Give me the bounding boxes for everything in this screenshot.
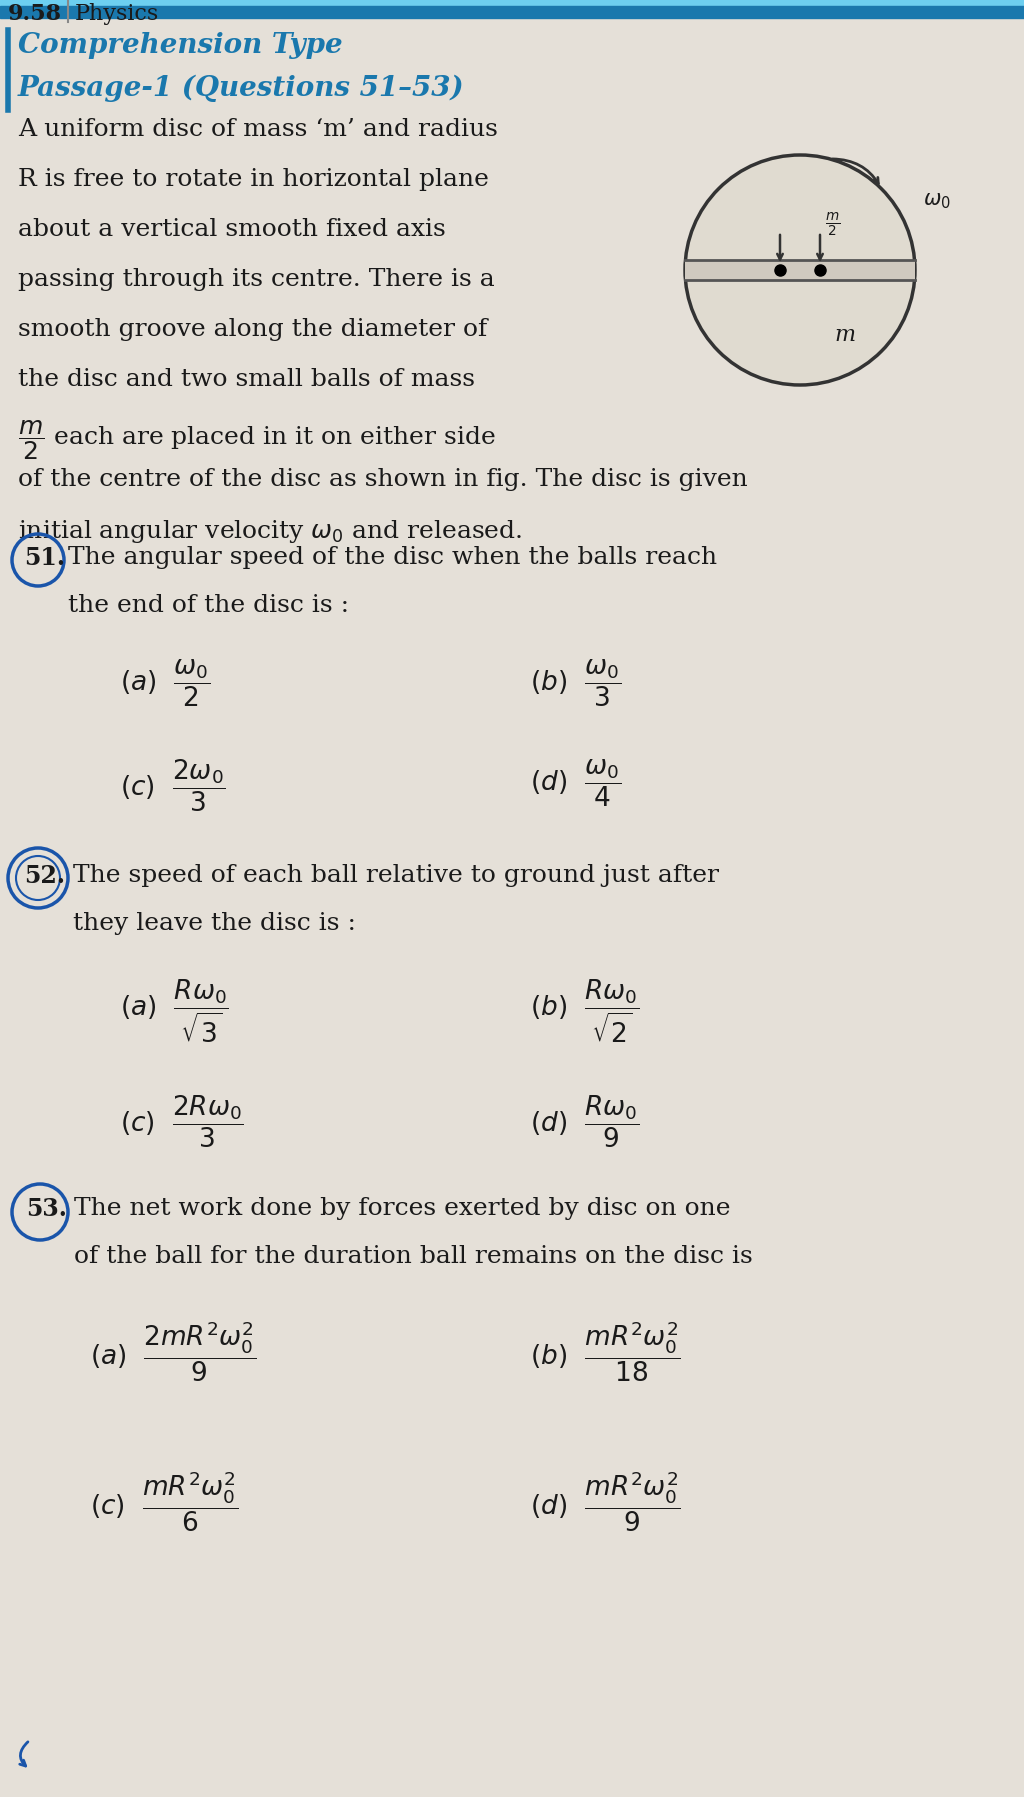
Text: about a vertical smooth fixed axis: about a vertical smooth fixed axis [18,217,445,241]
Circle shape [685,155,915,385]
Text: $(c)\ \ \dfrac{mR^2\omega_0^2}{6}$: $(c)\ \ \dfrac{mR^2\omega_0^2}{6}$ [90,1470,239,1535]
Text: $(b)\ \ \dfrac{\omega_0}{3}$: $(b)\ \ \dfrac{\omega_0}{3}$ [530,658,621,708]
Text: The angular speed of the disc when the balls reach: The angular speed of the disc when the b… [68,546,717,570]
Text: $\frac{m}{2}$: $\frac{m}{2}$ [825,210,841,239]
Text: 51.: 51. [24,546,65,570]
Text: $(a)\ \ \dfrac{\omega_0}{2}$: $(a)\ \ \dfrac{\omega_0}{2}$ [120,658,211,708]
Text: $(a)\ \ \dfrac{R\omega_0}{\sqrt{3}}$: $(a)\ \ \dfrac{R\omega_0}{\sqrt{3}}$ [120,978,228,1046]
Text: The net work done by forces exerted by disc on one: The net work done by forces exerted by d… [74,1197,730,1220]
Bar [0,5,1024,18]
Text: 53.: 53. [26,1197,67,1220]
Bar [0,0,1024,7]
Text: the disc and two small balls of mass: the disc and two small balls of mass [18,368,475,392]
Text: 52.: 52. [24,864,65,888]
Text: R is free to rotate in horizontal plane: R is free to rotate in horizontal plane [18,167,488,190]
Text: $\omega_0$: $\omega_0$ [923,190,951,210]
Text: The speed of each ball relative to ground just after: The speed of each ball relative to groun… [73,864,719,888]
Text: of the ball for the duration ball remains on the disc is: of the ball for the duration ball remain… [74,1245,753,1269]
Text: passing through its centre. There is a: passing through its centre. There is a [18,268,495,291]
Text: of the centre of the disc as shown in fig. The disc is given: of the centre of the disc as shown in fi… [18,467,748,491]
Text: smooth groove along the diameter of: smooth groove along the diameter of [18,318,487,341]
Bar [685,261,915,280]
Text: $(a)\ \ \dfrac{2mR^2\omega_0^2}{9}$: $(a)\ \ \dfrac{2mR^2\omega_0^2}{9}$ [90,1321,256,1384]
Text: initial angular velocity $\omega_0$ and released.: initial angular velocity $\omega_0$ and … [18,518,522,544]
Text: $(d)\ \ \dfrac{mR^2\omega_0^2}{9}$: $(d)\ \ \dfrac{mR^2\omega_0^2}{9}$ [530,1470,681,1535]
Text: 9.58: 9.58 [8,4,62,25]
Text: $(d)\ \ \dfrac{\omega_0}{4}$: $(d)\ \ \dfrac{\omega_0}{4}$ [530,757,621,809]
Text: A uniform disc of mass ‘m’ and radius: A uniform disc of mass ‘m’ and radius [18,119,498,140]
Text: Physics: Physics [75,4,160,25]
Text: $(c)\ \ \dfrac{2R\omega_0}{3}$: $(c)\ \ \dfrac{2R\omega_0}{3}$ [120,1093,244,1150]
Text: $\dfrac{m}{2}$ each are placed in it on either side: $\dfrac{m}{2}$ each are placed in it on … [18,419,496,462]
Text: $(d)\ \ \dfrac{R\omega_0}{9}$: $(d)\ \ \dfrac{R\omega_0}{9}$ [530,1093,639,1150]
Text: they leave the disc is :: they leave the disc is : [73,913,356,934]
Text: Passage-1 (Questions 51–53): Passage-1 (Questions 51–53) [18,75,465,102]
Text: the end of the disc is :: the end of the disc is : [68,595,349,616]
Text: Comprehension Type: Comprehension Type [18,32,343,59]
Text: $(c)\ \ \dfrac{2\omega_0}{3}$: $(c)\ \ \dfrac{2\omega_0}{3}$ [120,757,225,814]
Text: m: m [835,323,856,347]
Text: $(b)\ \ \dfrac{R\omega_0}{\sqrt{2}}$: $(b)\ \ \dfrac{R\omega_0}{\sqrt{2}}$ [530,978,639,1046]
Text: $(b)\ \ \dfrac{mR^2\omega_0^2}{18}$: $(b)\ \ \dfrac{mR^2\omega_0^2}{18}$ [530,1321,681,1384]
